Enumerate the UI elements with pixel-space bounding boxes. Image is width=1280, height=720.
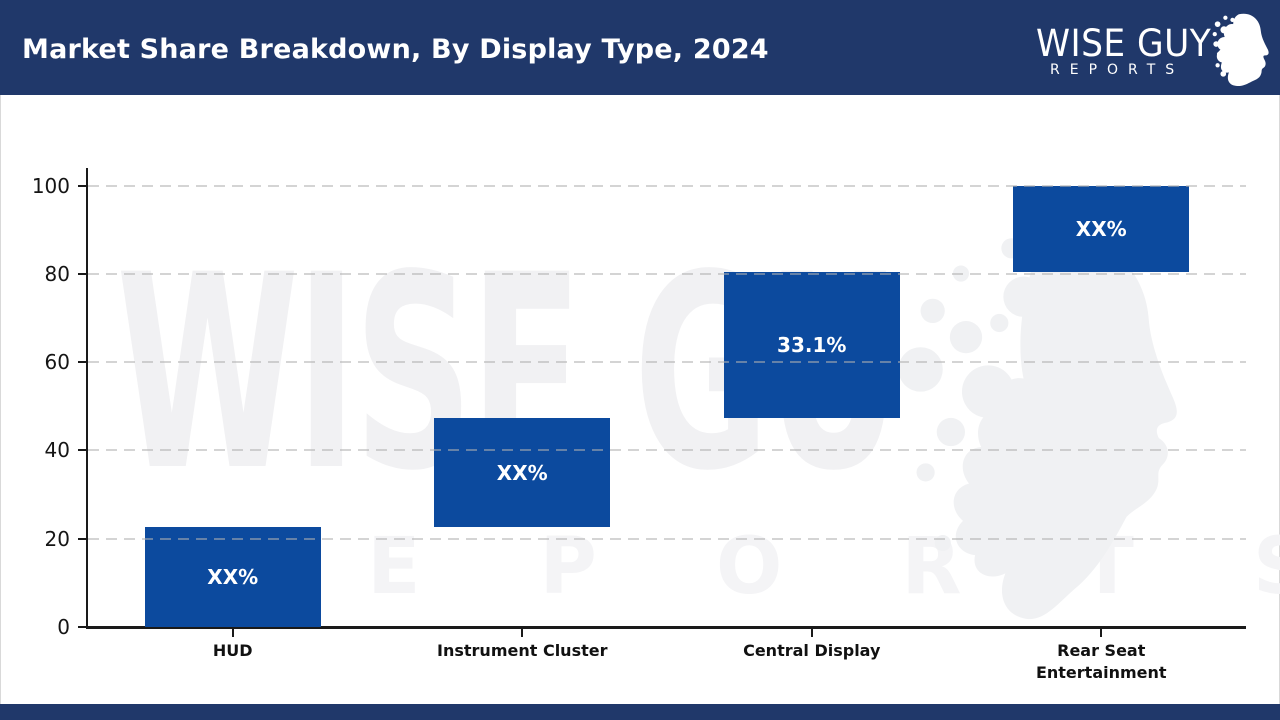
y-axis-line	[86, 168, 88, 629]
y-tick-mark	[78, 272, 86, 275]
bar-value-label: XX%	[496, 460, 548, 485]
y-tick-mark	[78, 537, 86, 540]
bar-instrument-cluster	[434, 417, 611, 528]
gridline-40	[88, 449, 1246, 452]
y-tick-mark	[78, 361, 86, 364]
x-tick-mark	[1100, 629, 1103, 637]
x-category-label: HUD	[212, 641, 253, 660]
plot-area: XX% XX% 33.1% XX% 0 20 40 60 80 100 HUD Instrument…	[32, 168, 1246, 682]
y-tick-label: 20	[44, 526, 70, 551]
y-tick-mark	[78, 449, 86, 452]
y-tick-label: 0	[57, 615, 70, 639]
y-tick-label: 100	[31, 173, 70, 198]
x-tick-mark	[521, 629, 524, 637]
x-tick-mark	[231, 629, 234, 637]
bar-hud	[144, 527, 321, 627]
x-category-label: Rear Seat Entertainment	[1035, 641, 1167, 683]
brand-logo-wordmark: WISE GUY	[1036, 22, 1212, 65]
y-tick-label: 40	[44, 438, 70, 463]
x-category-label: Instrument Cluster	[437, 641, 608, 660]
gridline-60	[88, 361, 1246, 364]
bar-value-label: XX%	[1075, 216, 1127, 241]
header-bar: Market Share Breakdown, By Display Type,…	[0, 0, 1280, 95]
bar-value-label: XX%	[207, 565, 259, 590]
bar-value-label: 33.1%	[777, 332, 847, 357]
brand-logo: WISE GUY REPORTS	[1014, 6, 1274, 90]
y-tick-mark	[78, 626, 86, 628]
x-category-label: Central Display	[743, 641, 881, 660]
gridline-100	[88, 184, 1246, 187]
x-axis-line	[86, 626, 1246, 629]
brand-logo-subtitle: REPORTS	[1050, 62, 1185, 78]
y-tick-label: 80	[44, 261, 70, 286]
bar-central-display	[723, 271, 900, 418]
brand-logo-face-icon	[1212, 13, 1269, 87]
y-tick-label: 60	[44, 350, 70, 375]
gridline-80	[88, 272, 1246, 275]
footer-bar	[0, 704, 1280, 720]
gridline-20	[88, 537, 1246, 540]
x-tick-mark	[810, 629, 813, 637]
bar-rear-seat-entertainment	[1013, 185, 1190, 272]
y-tick-mark	[78, 184, 86, 187]
page-title: Market Share Breakdown, By Display Type,…	[22, 34, 769, 65]
